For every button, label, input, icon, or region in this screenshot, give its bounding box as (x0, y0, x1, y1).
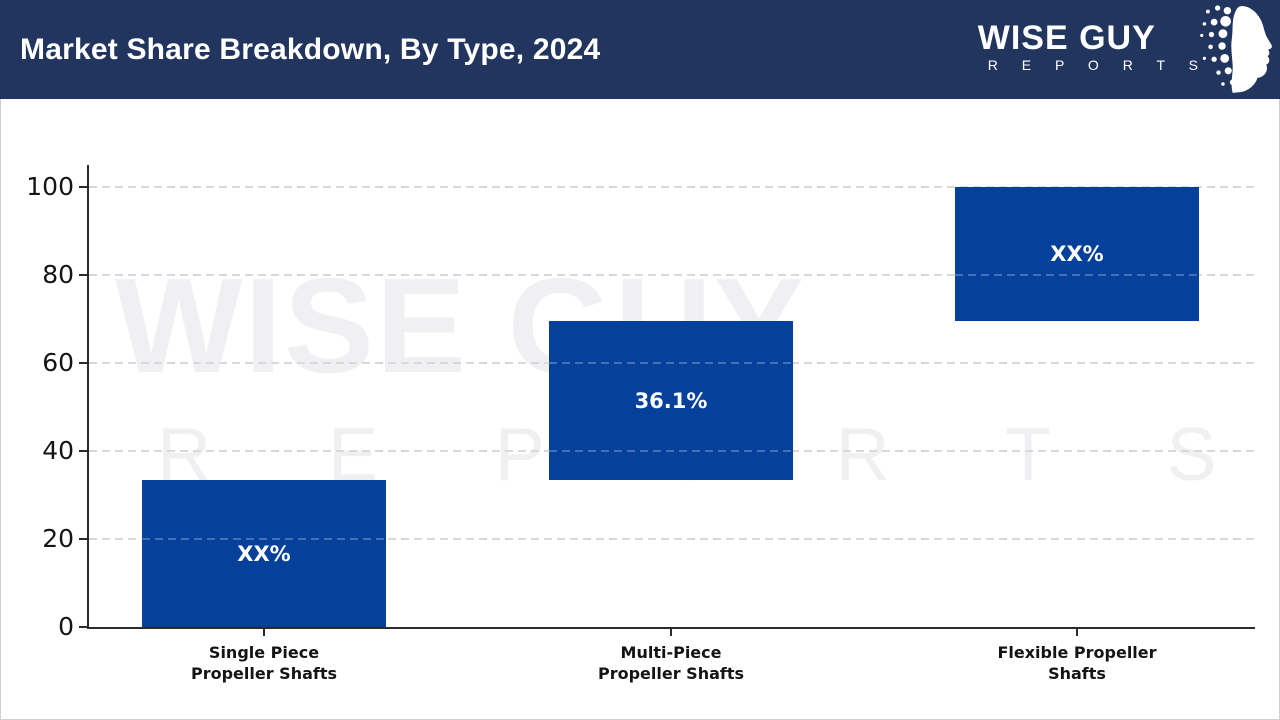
gridline-overlay (549, 450, 793, 452)
bar-single-piece-propeller-shafts: XX% (142, 480, 386, 627)
logo-wordmark-line1: WISE GUY (977, 18, 1156, 57)
chart-area: WISE GUY R E P O R T S (0, 99, 1280, 720)
gridline-overlay (955, 274, 1199, 276)
gridline-20 (89, 538, 1255, 540)
bar-value-label: XX% (237, 541, 291, 566)
x-category-label-line2: Propeller Shafts (190, 664, 338, 683)
wiseguy-face-icon (1200, 5, 1272, 93)
logo-wordmark-line2: R E P O R T S (987, 57, 1208, 74)
y-tick-mark (79, 274, 87, 276)
x-category-label: Single Piece Propeller Shafts (104, 642, 424, 684)
wiseguy-logo: WISE GUY R E P O R T S (978, 2, 1276, 98)
bar-multi-piece-propeller-shafts: 36.1% (549, 321, 793, 480)
gridline-overlay (549, 362, 793, 364)
x-tick-mark (263, 629, 265, 636)
y-tick-label: 40 (42, 436, 74, 465)
y-tick-mark (79, 186, 87, 188)
x-category-label-line1: Flexible Propeller (997, 643, 1157, 662)
x-category-label-line2: Propeller Shafts (597, 664, 745, 683)
y-tick-label: 100 (26, 172, 74, 201)
y-tick-mark (79, 538, 87, 540)
page-title: Market Share Breakdown, By Type, 2024 (20, 32, 601, 66)
x-tick-mark (670, 629, 672, 636)
x-category-label-line1: Single Piece (208, 643, 320, 662)
y-tick-label: 60 (42, 348, 74, 377)
y-tick-mark (79, 362, 87, 364)
y-tick-label: 0 (58, 612, 74, 641)
gridline-overlay (142, 538, 386, 540)
logo-wordmark: WISE GUY R E P O R T S (977, 18, 1208, 74)
bar-flexible-propeller-shafts: XX% (955, 187, 1199, 321)
x-axis-line (87, 627, 1255, 629)
bar-value-label: 36.1% (634, 388, 708, 413)
y-tick-mark (79, 626, 87, 628)
y-tick-mark (79, 450, 87, 452)
y-tick-label: 80 (42, 260, 74, 289)
bar-value-label: XX% (1050, 242, 1104, 266)
y-axis-line (87, 165, 89, 629)
x-tick-mark (1076, 629, 1078, 636)
x-category-label: Multi-Piece Propeller Shafts (511, 642, 831, 684)
x-category-label-line1: Multi-Piece (620, 643, 722, 662)
x-category-label: Flexible Propeller Shafts (917, 642, 1237, 684)
gridline-80 (89, 274, 1255, 276)
x-category-label-line2: Shafts (1048, 664, 1106, 683)
y-tick-label: 20 (42, 524, 74, 553)
gridline-100 (89, 186, 1255, 188)
header: Market Share Breakdown, By Type, 2024 WI… (0, 0, 1280, 99)
